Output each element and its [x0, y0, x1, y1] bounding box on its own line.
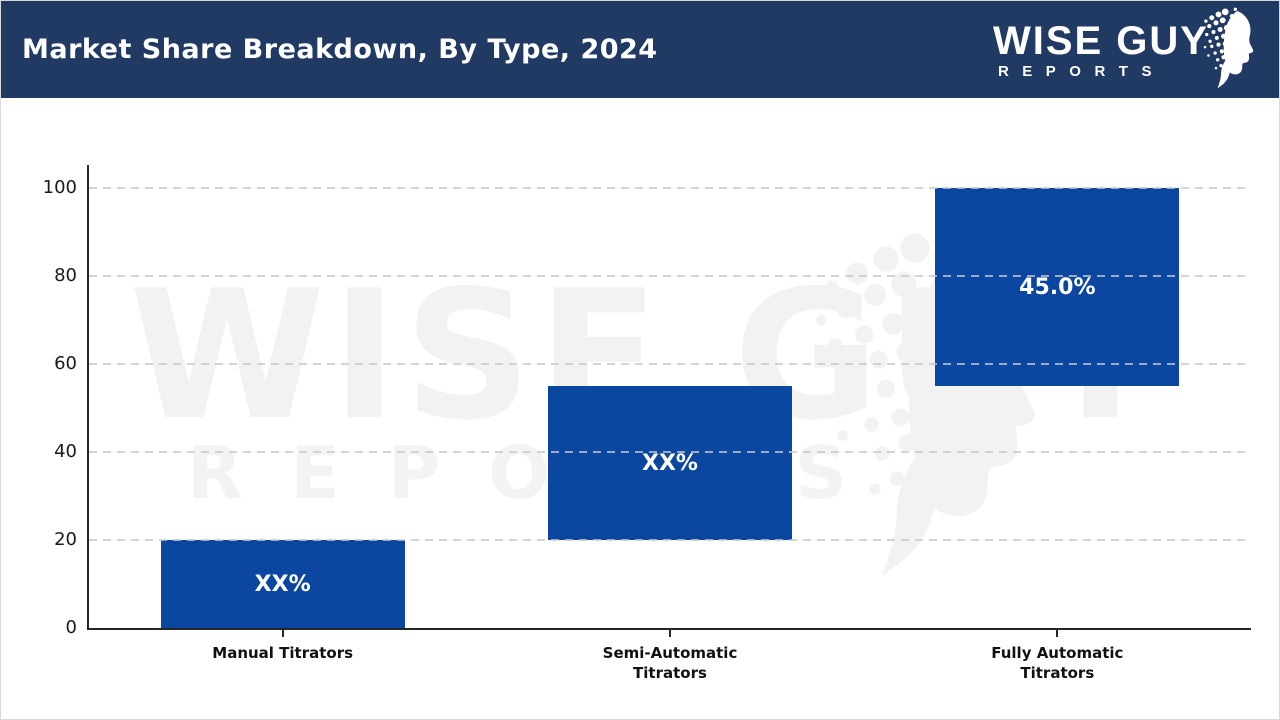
y-tick-label-40: 40: [54, 441, 77, 462]
brand-face-icon: [1193, 6, 1265, 94]
y-axis-spine: [87, 165, 89, 630]
gridline-80: [89, 275, 1251, 277]
bar-1: XX%: [547, 386, 793, 540]
gridline-60: [89, 363, 1251, 365]
brand-logo-line2: REPORTS: [997, 63, 1165, 80]
plot-area: XX% XX% 45.0%: [89, 165, 1251, 628]
x-tick-mark-1: [669, 630, 671, 637]
y-tick-label-100: 100: [42, 177, 77, 198]
gridline-20: [89, 539, 1251, 541]
gridline-100: [89, 187, 1251, 189]
y-tick-label-20: 20: [54, 529, 77, 550]
y-tick-label-60: 60: [54, 353, 77, 374]
plot-field: XX% XX% 45.0%: [89, 187, 1251, 628]
y-tick-label-0: 0: [65, 617, 77, 638]
page-title: Market Share Breakdown, By Type, 2024: [22, 34, 658, 65]
y-tick-label-80: 80: [54, 265, 77, 286]
x-tick-mark-2: [1056, 630, 1059, 637]
bar-value-label-1: XX%: [642, 450, 698, 476]
bar-2: 45.0%: [935, 188, 1180, 386]
y-axis: 0 20 40 60 80 100: [1, 165, 77, 637]
brand-logo-line1: WISE GUY: [992, 19, 1209, 63]
bar-0: XX%: [160, 540, 405, 628]
app-header: Market Share Breakdown, By Type, 2024 WI…: [1, 1, 1279, 98]
bar-value-label-2: 45.0%: [1019, 274, 1096, 300]
x-tick-label-1: Semi-Automatic Titrators: [602, 644, 738, 683]
x-tick-label-2: Fully Automatic Titrators: [991, 644, 1124, 683]
gridline-40: [89, 451, 1251, 453]
brand-logo: WISE GUY REPORTS: [993, 7, 1265, 93]
bar-value-label-0: XX%: [254, 571, 311, 597]
x-tick-label-0: Manual Titrators: [212, 644, 354, 662]
x-axis-spine: [87, 628, 1251, 630]
x-tick-mark-0: [281, 630, 284, 637]
brand-logo-text: WISE GUY REPORTS: [993, 21, 1209, 79]
x-axis: Manual Titrators Semi-Automatic Titrators…: [89, 630, 1251, 710]
